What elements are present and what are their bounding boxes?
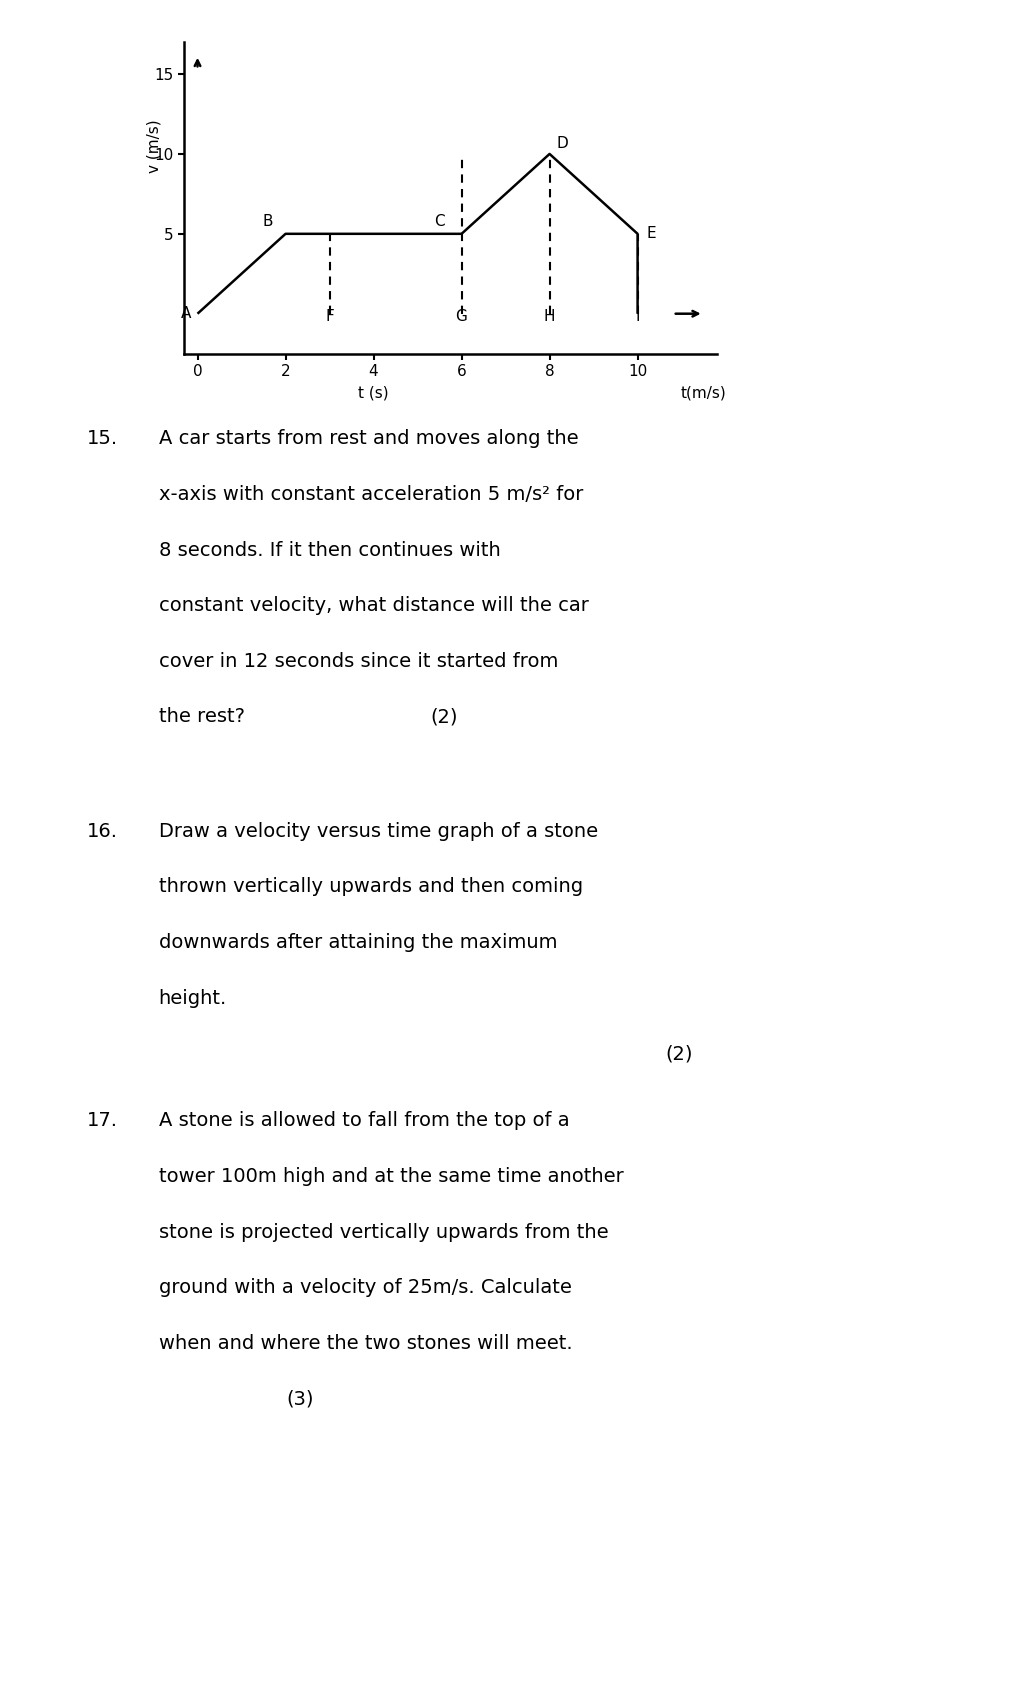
- Text: 8 seconds. If it then continues with: 8 seconds. If it then continues with: [159, 541, 501, 559]
- Text: D: D: [557, 136, 568, 152]
- Text: cover in 12 seconds since it started from: cover in 12 seconds since it started fro…: [159, 652, 558, 670]
- Text: ground with a velocity of 25m/s. Calculate: ground with a velocity of 25m/s. Calcula…: [159, 1278, 571, 1297]
- Text: B: B: [263, 214, 273, 229]
- Text: t (s): t (s): [358, 386, 389, 401]
- Text: (3): (3): [287, 1389, 314, 1408]
- Text: t(m/s): t(m/s): [681, 386, 726, 401]
- Text: downwards after attaining the maximum: downwards after attaining the maximum: [159, 933, 557, 951]
- Text: constant velocity, what distance will the car: constant velocity, what distance will th…: [159, 596, 589, 615]
- Text: H: H: [544, 308, 555, 323]
- Text: E: E: [646, 226, 656, 241]
- Text: 15.: 15.: [87, 429, 118, 448]
- Text: (2): (2): [430, 707, 458, 726]
- Text: 17.: 17.: [87, 1111, 118, 1130]
- Text: the rest?: the rest?: [159, 707, 245, 726]
- Text: F: F: [326, 308, 334, 323]
- Text: tower 100m high and at the same time another: tower 100m high and at the same time ano…: [159, 1167, 624, 1186]
- Text: stone is projected vertically upwards from the: stone is projected vertically upwards fr…: [159, 1223, 608, 1241]
- Text: A: A: [180, 306, 190, 322]
- Text: height.: height.: [159, 989, 227, 1007]
- Text: Draw a velocity versus time graph of a stone: Draw a velocity versus time graph of a s…: [159, 822, 598, 840]
- Text: v (m/s): v (m/s): [146, 120, 161, 173]
- Text: 16.: 16.: [87, 822, 118, 840]
- Text: A car starts from rest and moves along the: A car starts from rest and moves along t…: [159, 429, 579, 448]
- Text: A stone is allowed to fall from the top of a: A stone is allowed to fall from the top …: [159, 1111, 569, 1130]
- Text: x-axis with constant acceleration 5 m/s² for: x-axis with constant acceleration 5 m/s²…: [159, 485, 583, 504]
- Text: when and where the two stones will meet.: when and where the two stones will meet.: [159, 1334, 572, 1352]
- Text: thrown vertically upwards and then coming: thrown vertically upwards and then comin…: [159, 877, 583, 896]
- Text: (2): (2): [666, 1044, 693, 1063]
- Text: C: C: [434, 214, 444, 229]
- Text: I: I: [635, 308, 640, 323]
- Text: G: G: [456, 308, 468, 323]
